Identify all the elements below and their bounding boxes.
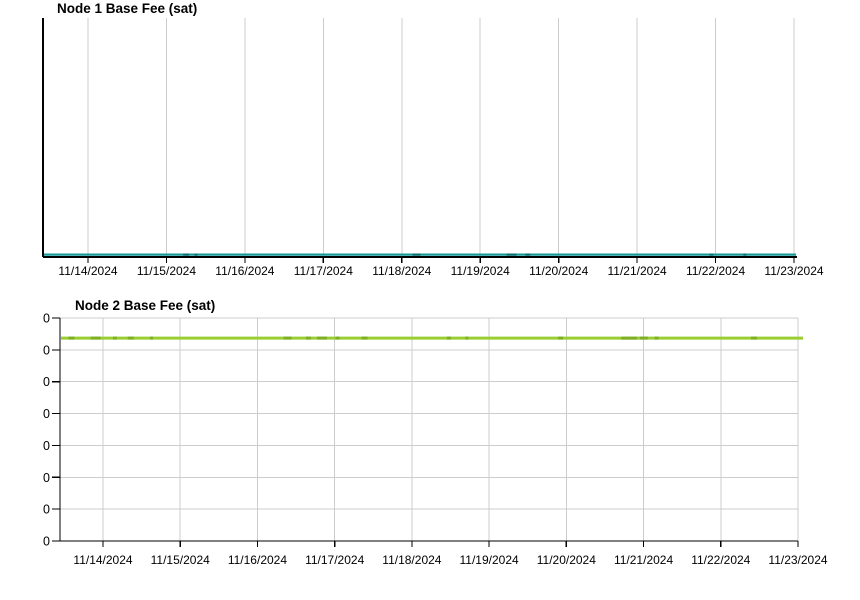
x-tick-label: 11/20/2024 [537, 553, 596, 567]
y-tick-label: 0 [43, 535, 50, 549]
y-tick-label: 0 [43, 471, 50, 485]
x-tick-label: 11/17/2024 [305, 553, 364, 567]
x-tick-label: 11/17/2024 [294, 264, 353, 278]
x-tick-label: 11/20/2024 [529, 264, 588, 278]
x-tick-label: 11/21/2024 [608, 264, 667, 278]
x-tick-label: 11/14/2024 [73, 553, 132, 567]
x-tick-label: 11/16/2024 [215, 264, 274, 278]
x-tick-label: 11/16/2024 [228, 553, 287, 567]
x-tick-label: 11/22/2024 [691, 553, 750, 567]
chart-node1-title: Node 1 Base Fee (sat) [57, 1, 198, 16]
x-tick-label: 11/23/2024 [768, 553, 827, 567]
y-tick-label: 0 [43, 439, 50, 453]
x-tick-label: 11/21/2024 [614, 553, 673, 567]
chart-node2-base-fee: Node 2 Base Fee (sat) 0 0 0 0 0 0 0 0 11/14/2024… [0, 290, 860, 600]
x-tick-label: 11/14/2024 [58, 264, 117, 278]
y-tick-label: 0 [43, 312, 50, 326]
x-tick-label: 11/23/2024 [764, 264, 823, 278]
y-tick-label: 0 [43, 375, 50, 389]
chart-node1-canvas: 11/14/2024 11/15/2024 11/16/2024 11/17/2024… [42, 18, 824, 278]
x-tick-label: 11/15/2024 [151, 553, 210, 567]
x-tick-label: 11/18/2024 [372, 264, 431, 278]
x-tick-label: 11/22/2024 [686, 264, 745, 278]
y-tick-label: 0 [43, 503, 50, 517]
y-tick-label: 0 [43, 343, 50, 357]
x-tick-label: 11/19/2024 [460, 553, 519, 567]
chart-node1-base-fee: Node 1 Base Fee (sat) 11/14/2024 11/15/20… [0, 0, 860, 290]
x-tick-label: 11/19/2024 [451, 264, 510, 278]
chart-node2-canvas: 0 0 0 0 0 0 0 0 11/14/2024 11/15/2024 11/16/2024 11… [43, 312, 828, 568]
chart-node2-title: Node 2 Base Fee (sat) [75, 298, 216, 313]
y-tick-label: 0 [43, 407, 50, 421]
x-tick-label: 11/18/2024 [382, 553, 441, 567]
x-tick-label: 11/15/2024 [137, 264, 196, 278]
